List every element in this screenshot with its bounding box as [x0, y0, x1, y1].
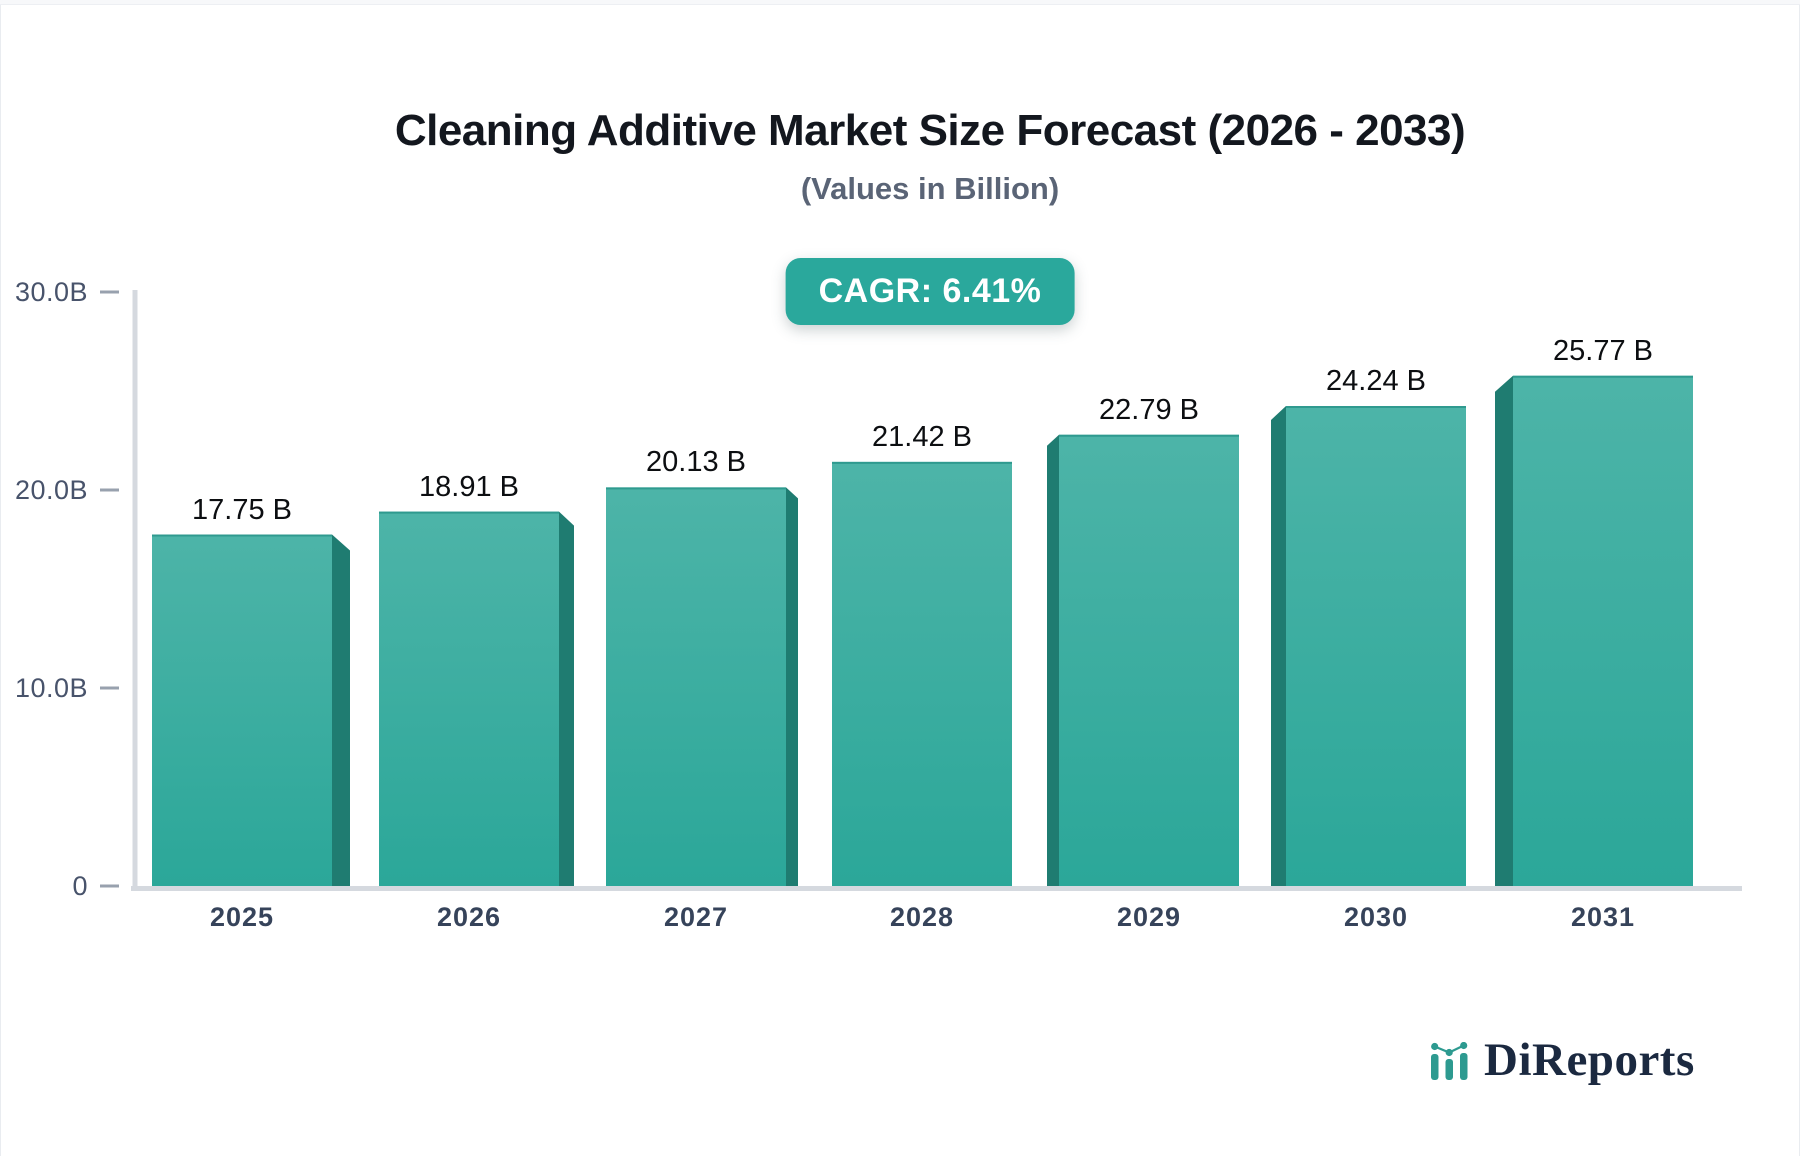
logo-text: DiReports: [1484, 1034, 1695, 1086]
logo-bar-chart-icon: [1431, 1042, 1468, 1080]
bar-2027: [606, 487, 798, 886]
bar-value-label: 17.75 B: [192, 493, 292, 526]
bar-2025: [152, 534, 350, 886]
bar-2026: [379, 511, 574, 886]
cagr-badge: CAGR: 6.41%: [785, 258, 1075, 325]
y-tick-label: 30.0B: [14, 277, 88, 307]
x-tick-label: 2030: [1343, 902, 1409, 932]
bar-value-label: 21.42 B: [872, 420, 972, 453]
x-tick-label: 2026: [436, 902, 502, 932]
brand-logo: DiReports: [1430, 1034, 1695, 1086]
bar-2030: [1271, 406, 1466, 886]
top-border-strip: [0, 0, 1800, 5]
chart-title: Cleaning Additive Market Size Forecast (…: [394, 106, 1466, 155]
y-tick-label: 0: [72, 871, 88, 901]
bar-2028: [832, 461, 1012, 886]
bar-value-label: 20.13 B: [646, 446, 746, 479]
bar-value-label: 22.79 B: [1099, 393, 1199, 426]
x-tick-label: 2029: [1116, 902, 1182, 932]
x-tick-label: 2025: [209, 902, 275, 932]
bar-value-label: 25.77 B: [1553, 334, 1653, 367]
bar-value-label: 18.91 B: [419, 470, 519, 503]
bar-2031: [1495, 375, 1693, 886]
y-tick-label: 10.0B: [14, 673, 88, 703]
chart-subtitle: (Values in Billion): [800, 171, 1060, 206]
y-tick-label: 20.0B: [14, 475, 88, 505]
bar-value-label: 24.24 B: [1326, 365, 1426, 398]
x-tick-label: 2031: [1570, 902, 1636, 932]
x-tick-label: 2028: [889, 902, 955, 932]
bar-2029: [1047, 434, 1239, 886]
x-tick-label: 2027: [663, 902, 729, 932]
